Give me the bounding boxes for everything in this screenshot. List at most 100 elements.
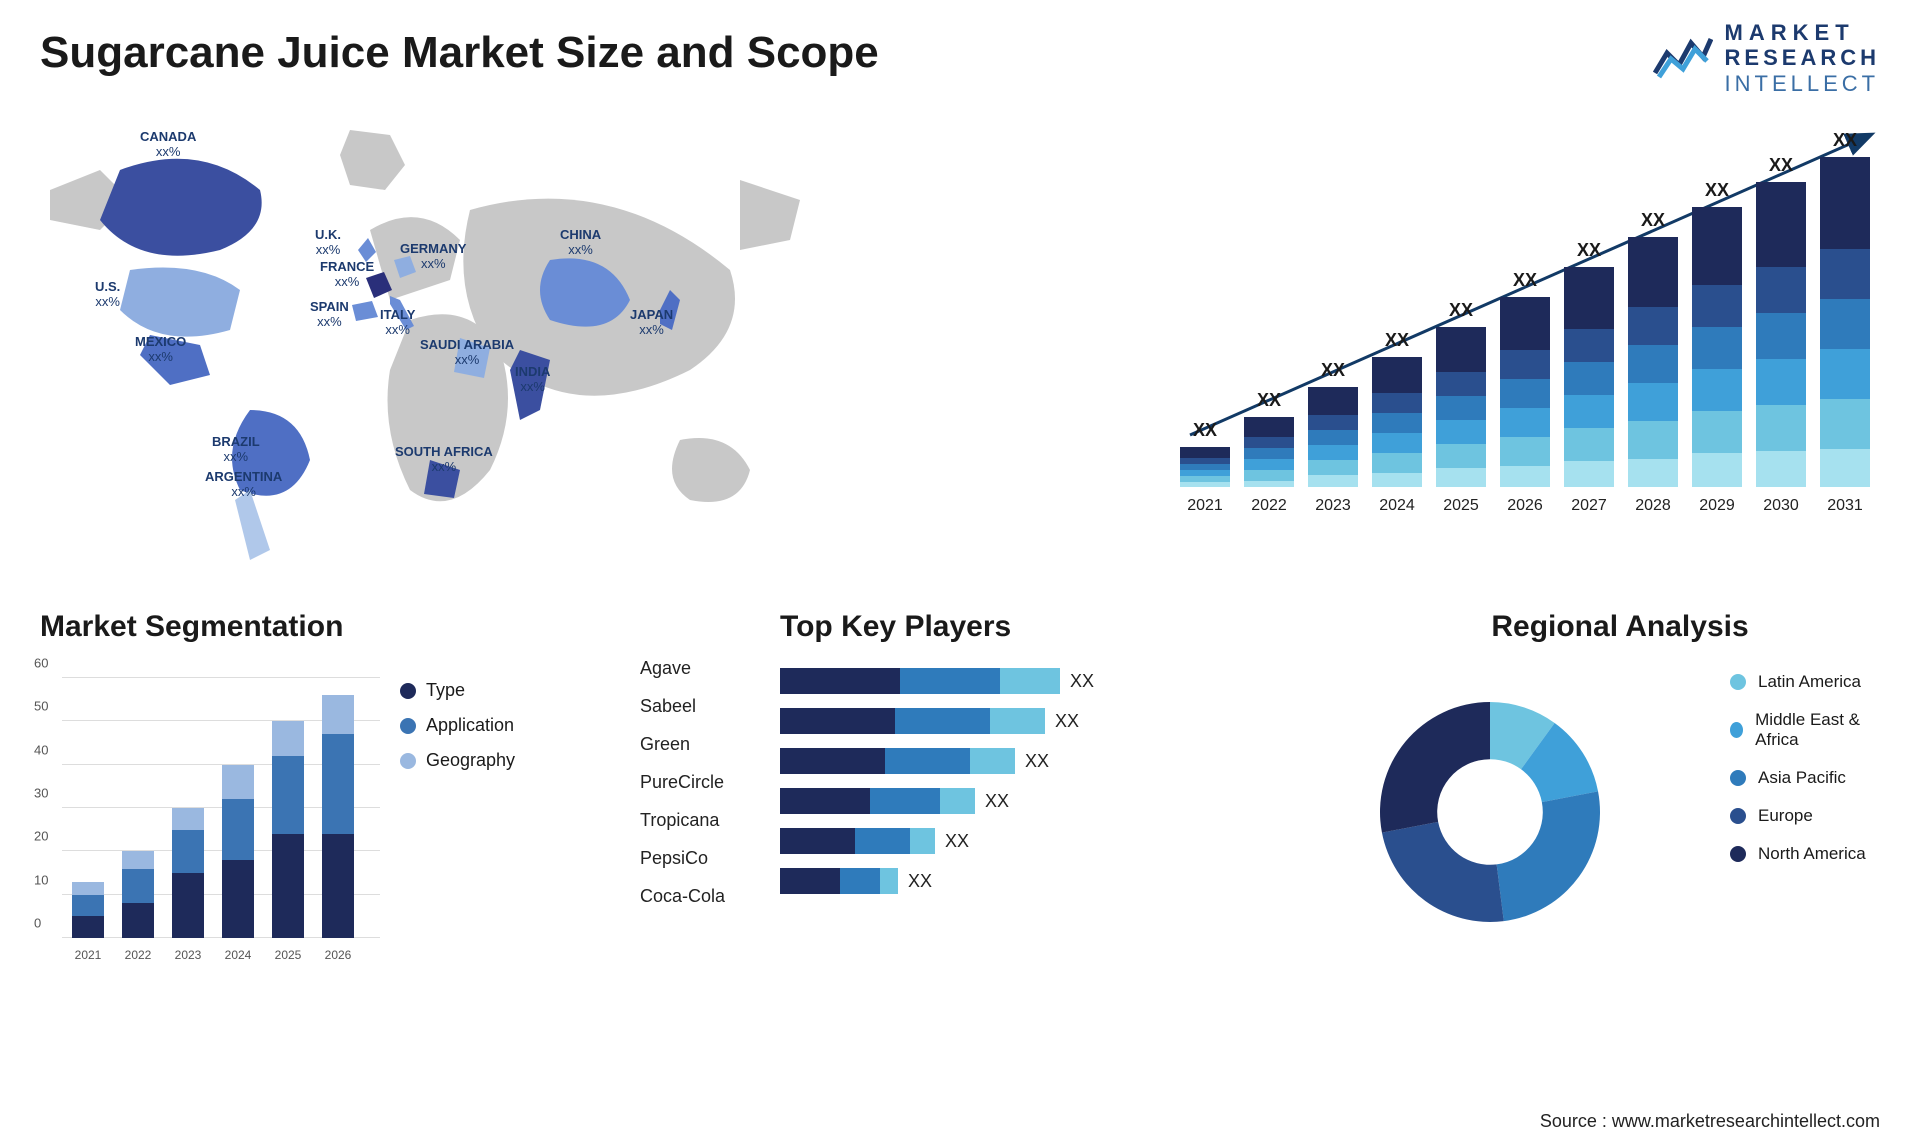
segmentation-section: Market Segmentation 01020304050602021202… bbox=[40, 610, 620, 962]
big-bar-year-2030: 2030 bbox=[1763, 497, 1799, 515]
big-bar-value-2026: XX bbox=[1513, 270, 1537, 291]
logo-line1: MARKET bbox=[1725, 20, 1880, 45]
map-label-france: FRANCExx% bbox=[320, 260, 374, 290]
big-bar-value-2030: XX bbox=[1769, 155, 1793, 176]
big-bar-year-2025: 2025 bbox=[1443, 497, 1479, 515]
seg-year-2025: 2025 bbox=[275, 948, 302, 962]
kp-bar-row-0: XX bbox=[780, 668, 1340, 694]
big-bar-2022 bbox=[1244, 417, 1294, 487]
segmentation-title: Market Segmentation bbox=[40, 610, 620, 644]
big-bar-2025 bbox=[1436, 327, 1486, 487]
big-bar-value-2025: XX bbox=[1449, 300, 1473, 321]
big-bar-value-2021: XX bbox=[1193, 420, 1217, 441]
big-bar-2027 bbox=[1564, 267, 1614, 487]
big-bar-2029 bbox=[1692, 207, 1742, 487]
regional-legend-europe: Europe bbox=[1730, 806, 1880, 826]
map-label-italy: ITALYxx% bbox=[380, 308, 415, 338]
kp-value-5: XX bbox=[908, 871, 932, 892]
kp-bar-row-1: XX bbox=[780, 708, 1340, 734]
kp-bar-row-5: XX bbox=[780, 868, 1340, 894]
kp-value-2: XX bbox=[1025, 751, 1049, 772]
map-label-u-s-: U.S.xx% bbox=[95, 280, 120, 310]
seg-bar-2021 bbox=[72, 882, 104, 938]
logo-icon bbox=[1653, 33, 1713, 83]
big-bar-2031 bbox=[1820, 157, 1870, 487]
map-label-germany: GERMANYxx% bbox=[400, 242, 466, 272]
seg-bar-2024 bbox=[222, 765, 254, 938]
seg-bar-2023 bbox=[172, 808, 204, 938]
kp-value-0: XX bbox=[1070, 671, 1094, 692]
source-attribution: Source : www.marketresearchintellect.com bbox=[1540, 1111, 1880, 1132]
logo-line3: INTELLECT bbox=[1725, 71, 1880, 96]
big-bar-2021 bbox=[1180, 447, 1230, 487]
kp-value-3: XX bbox=[985, 791, 1009, 812]
big-bar-value-2023: XX bbox=[1321, 360, 1345, 381]
big-bar-value-2027: XX bbox=[1577, 240, 1601, 261]
seg-bar-2025 bbox=[272, 721, 304, 938]
big-bar-year-2023: 2023 bbox=[1315, 497, 1351, 515]
kp-company-pepsico: PepsiCo bbox=[640, 848, 708, 869]
world-map: CANADAxx%U.S.xx%MEXICOxx%BRAZILxx%ARGENT… bbox=[40, 120, 860, 560]
map-label-u-k-: U.K.xx% bbox=[315, 228, 341, 258]
regional-section: Regional Analysis Latin America Middle Ea… bbox=[1360, 610, 1880, 962]
donut-slice-europe bbox=[1382, 822, 1504, 922]
kp-value-1: XX bbox=[1055, 711, 1079, 732]
seg-legend-application: Application bbox=[400, 715, 515, 736]
big-bar-value-2022: XX bbox=[1257, 390, 1281, 411]
key-players-section: Top Key Players XX XX XX XX XX XX bbox=[780, 610, 1340, 962]
page-title: Sugarcane Juice Market Size and Scope bbox=[40, 28, 879, 78]
segmentation-legend: Type Application Geography bbox=[400, 680, 515, 785]
big-bar-year-2027: 2027 bbox=[1571, 497, 1607, 515]
regional-legend: Latin America Middle East & Africa Asia Pa… bbox=[1730, 672, 1880, 882]
segmentation-chart: 0102030405060202120222023202420252026 bbox=[40, 662, 380, 962]
seg-year-2024: 2024 bbox=[225, 948, 252, 962]
key-players-title: Top Key Players bbox=[780, 610, 1340, 644]
seg-bar-2026 bbox=[322, 695, 354, 938]
big-bar-value-2031: XX bbox=[1833, 130, 1857, 151]
big-bar-year-2021: 2021 bbox=[1187, 497, 1223, 515]
big-bar-2028 bbox=[1628, 237, 1678, 487]
map-label-argentina: ARGENTINAxx% bbox=[205, 470, 282, 500]
regional-legend-north-america: North America bbox=[1730, 844, 1880, 864]
kp-company-sabeel: Sabeel bbox=[640, 696, 696, 717]
big-bar-2024 bbox=[1372, 357, 1422, 487]
kp-bar-row-2: XX bbox=[780, 748, 1340, 774]
seg-bar-2022 bbox=[122, 851, 154, 938]
big-bar-year-2031: 2031 bbox=[1827, 497, 1863, 515]
market-size-bar-chart: XXXXXXXXXXXXXXXXXXXXXX 20212022202320242… bbox=[1180, 125, 1880, 515]
regional-donut: Latin America Middle East & Africa Asia Pa… bbox=[1360, 662, 1880, 962]
seg-year-2021: 2021 bbox=[75, 948, 102, 962]
seg-legend-geography: Geography bbox=[400, 750, 515, 771]
regional-legend-asia-pacific: Asia Pacific bbox=[1730, 768, 1880, 788]
map-label-south-africa: SOUTH AFRICAxx% bbox=[395, 445, 493, 475]
kp-company-green: Green bbox=[640, 734, 690, 755]
map-label-saudi-arabia: SAUDI ARABIAxx% bbox=[420, 338, 514, 368]
regional-legend-middle-east-africa: Middle East & Africa bbox=[1730, 710, 1880, 750]
logo-line2: RESEARCH bbox=[1725, 45, 1880, 70]
big-bar-year-2028: 2028 bbox=[1635, 497, 1671, 515]
big-bar-year-2026: 2026 bbox=[1507, 497, 1543, 515]
big-bar-value-2029: XX bbox=[1705, 180, 1729, 201]
seg-year-2023: 2023 bbox=[175, 948, 202, 962]
kp-bar-row-4: XX bbox=[780, 828, 1340, 854]
kp-bar-row-3: XX bbox=[780, 788, 1340, 814]
donut-slice-north-america bbox=[1380, 702, 1490, 833]
seg-year-2026: 2026 bbox=[325, 948, 352, 962]
kp-company-agave: Agave bbox=[640, 658, 691, 679]
map-label-japan: JAPANxx% bbox=[630, 308, 673, 338]
big-bar-2026 bbox=[1500, 297, 1550, 487]
regional-legend-latin-america: Latin America bbox=[1730, 672, 1880, 692]
big-bar-2023 bbox=[1308, 387, 1358, 487]
regional-title: Regional Analysis bbox=[1360, 610, 1880, 644]
map-label-china: CHINAxx% bbox=[560, 228, 601, 258]
map-label-india: INDIAxx% bbox=[515, 365, 550, 395]
map-label-brazil: BRAZILxx% bbox=[212, 435, 260, 465]
kp-company-tropicana: Tropicana bbox=[640, 810, 719, 831]
map-label-mexico: MEXICOxx% bbox=[135, 335, 186, 365]
big-bar-year-2024: 2024 bbox=[1379, 497, 1415, 515]
brand-logo: MARKET RESEARCH INTELLECT bbox=[1653, 20, 1880, 96]
kp-company-coca-cola: Coca-Cola bbox=[640, 886, 725, 907]
seg-year-2022: 2022 bbox=[125, 948, 152, 962]
seg-legend-type: Type bbox=[400, 680, 515, 701]
big-bar-year-2029: 2029 bbox=[1699, 497, 1735, 515]
